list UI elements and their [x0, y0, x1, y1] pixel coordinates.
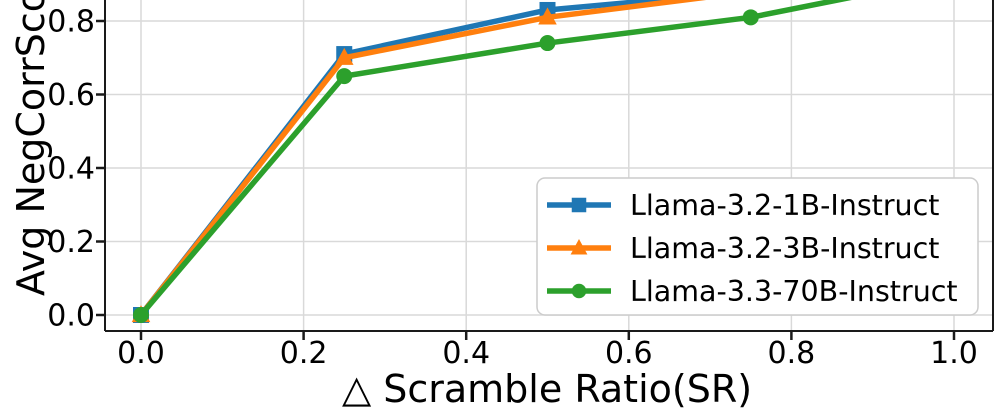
legend-box — [536, 177, 979, 316]
y-tick-label: 0.8 — [47, 5, 95, 40]
circle-marker — [539, 35, 556, 52]
legend-label: Llama-3.3-70B-Instruct — [630, 275, 958, 308]
x-tick-label: 1.0 — [930, 336, 978, 371]
tick-marks — [96, 19, 956, 340]
triangle-up-marker — [538, 7, 557, 25]
series-line-1 — [138, 0, 707, 318]
x-tick-label: 0.8 — [768, 336, 816, 371]
y-tick-label: 0.0 — [47, 299, 95, 334]
x-tick-label: 0.6 — [605, 336, 653, 371]
x-tick-label: 0.2 — [280, 336, 328, 371]
legend-item: Llama-3.2-3B-Instruct — [547, 232, 939, 265]
x-tick-label: 0.4 — [442, 336, 490, 371]
y-tick-label: 0.2 — [47, 225, 95, 260]
legend-item: Llama-3.3-70B-Instruct — [547, 275, 958, 308]
x-axis-label: △ Scramble Ratio(SR) — [342, 367, 752, 411]
triangle-up-marker — [570, 239, 588, 255]
circle-marker — [742, 9, 759, 26]
legend-label: Llama-3.2-1B-Instruct — [630, 189, 939, 222]
y-tick-label: 0.6 — [47, 78, 95, 113]
triangle-up-marker — [334, 47, 354, 65]
circle-marker — [133, 307, 149, 323]
y-tick-label: 0.4 — [47, 152, 95, 187]
square-marker — [571, 197, 587, 213]
y-axis-label: Avg NegCorrScore — [9, 0, 53, 296]
legend-item: Llama-3.2-1B-Instruct — [547, 189, 939, 222]
circle-marker — [336, 68, 353, 85]
x-tick-label: 0.0 — [117, 336, 165, 371]
legend-label: Llama-3.2-3B-Instruct — [630, 232, 939, 265]
legend: Llama-3.2-1B-Instruct Llama-3.2-3B-Instru… — [536, 177, 979, 316]
axes-spines — [104, 0, 994, 332]
series-group — [131, 0, 852, 323]
circle-marker — [571, 283, 587, 299]
